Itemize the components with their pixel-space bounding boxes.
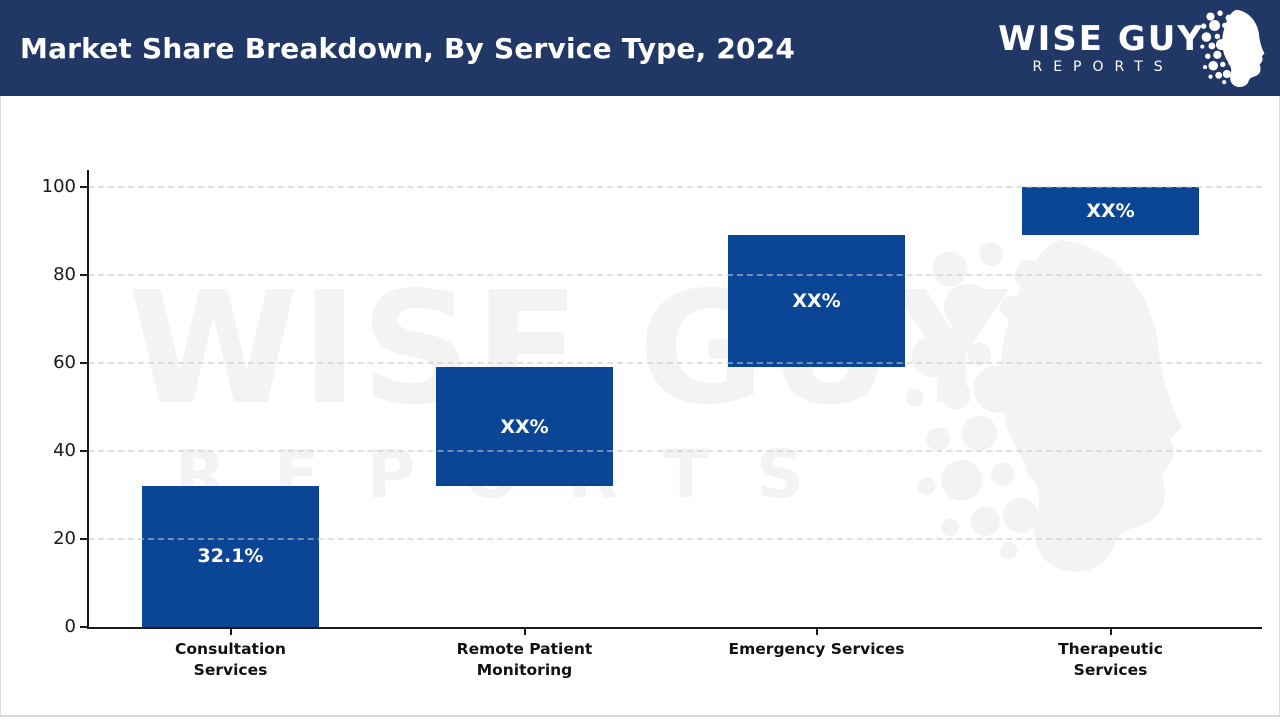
- bar-value-label: XX%: [500, 415, 549, 438]
- page-title: Market Share Breakdown, By Service Type,…: [20, 31, 796, 65]
- category-label: Emergency Services: [728, 640, 905, 658]
- wise-guy-head-icon: [1200, 9, 1265, 88]
- y-tick-label: 100: [41, 176, 76, 197]
- y-tick-mark: [80, 450, 88, 452]
- x-tick-mark: [523, 629, 526, 635]
- gridline: [88, 538, 1262, 540]
- gridline: [88, 450, 1262, 452]
- bar-value-label: XX%: [792, 290, 841, 313]
- bar: XX%: [1022, 187, 1199, 236]
- y-tick-mark: [80, 186, 88, 188]
- category-label: Therapeutic Services: [1058, 640, 1163, 679]
- bar: 32.1%: [142, 485, 319, 627]
- y-tick-label: 40: [53, 440, 76, 461]
- gridline: [88, 274, 1262, 276]
- header: Market Share Breakdown, By Service Type,…: [0, 0, 1280, 96]
- brand-logo: WISE GUY REPORTS: [998, 0, 1266, 96]
- x-axis: [87, 627, 1262, 629]
- y-tick-mark: [80, 626, 88, 628]
- y-axis: [87, 170, 89, 629]
- gridline: [88, 186, 1262, 188]
- y-tick-label: 0: [64, 616, 76, 637]
- brand-wordmark: WISE GUY: [998, 18, 1204, 59]
- y-tick-mark: [80, 362, 88, 364]
- category-label: Remote Patient Monitoring: [456, 640, 593, 679]
- bar: XX%: [436, 367, 613, 486]
- brand-subtitle: REPORTS: [1032, 58, 1174, 75]
- brand-logo-text: WISE GUY REPORTS: [998, 22, 1204, 75]
- x-tick-mark: [1109, 629, 1112, 635]
- watermark-head-icon: [906, 239, 1182, 572]
- x-tick-mark: [815, 629, 818, 635]
- y-tick-mark: [80, 538, 88, 540]
- gridline: [88, 362, 1262, 364]
- bar: XX%: [728, 235, 905, 368]
- bar-value-label: XX%: [1086, 200, 1135, 223]
- y-tick-label: 20: [53, 528, 76, 549]
- x-tick-mark: [229, 629, 232, 635]
- y-tick-label: 80: [53, 264, 76, 285]
- bar-value-label: 32.1%: [197, 545, 264, 568]
- y-tick-mark: [80, 274, 88, 276]
- category-label: Consultation Services: [175, 640, 286, 679]
- y-tick-label: 60: [53, 352, 76, 373]
